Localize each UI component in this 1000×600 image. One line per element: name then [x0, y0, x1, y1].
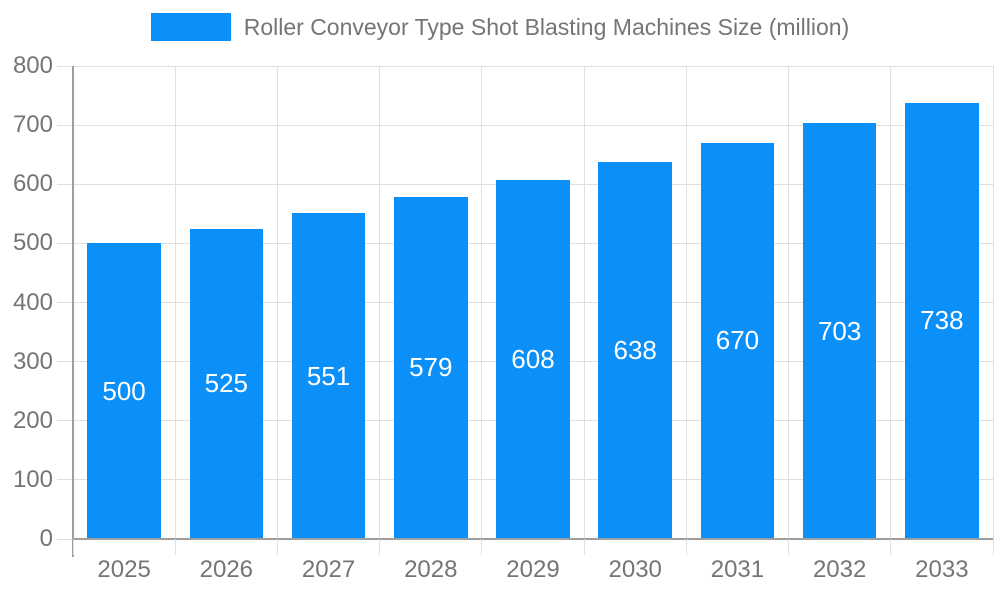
x-gridline	[583, 66, 585, 539]
x-gridline	[481, 66, 483, 539]
x-tick-label: 2033	[915, 556, 969, 583]
y-tick-label: 0	[39, 525, 53, 552]
y-tick-label: 700	[12, 111, 53, 139]
x-tick-label: 2027	[301, 556, 356, 583]
bar-value-label: 703	[817, 315, 862, 346]
bar: 579	[393, 196, 468, 539]
bar: 670	[700, 142, 775, 539]
y-tick-mark	[57, 479, 72, 481]
bar-value-label: 608	[511, 343, 555, 374]
bar-value-label: 500	[102, 375, 146, 406]
x-tick-mark	[481, 539, 483, 555]
y-tick-mark	[57, 124, 72, 126]
y-tick-mark	[57, 183, 72, 185]
x-tick-mark	[174, 539, 176, 555]
bar: 608	[496, 179, 570, 539]
y-tick-label: 100	[12, 465, 53, 493]
x-tick-label: 2030	[608, 556, 662, 583]
legend-swatch	[150, 13, 231, 41]
x-tick-label: 2026	[199, 556, 254, 583]
y-tick-label: 600	[12, 170, 53, 198]
x-tick-label: 2028	[404, 556, 458, 583]
bar-value-label: 670	[715, 325, 760, 356]
y-gridline	[73, 124, 993, 126]
x-axis-line	[72, 538, 993, 540]
x-tick-label: 2031	[710, 556, 765, 583]
x-tick-mark	[379, 539, 381, 555]
y-tick-label: 400	[12, 288, 53, 316]
bar: 638	[598, 161, 673, 539]
bar-value-label: 525	[204, 368, 249, 399]
x-gridline	[890, 66, 892, 539]
y-tick-mark	[57, 361, 72, 363]
legend-label: Roller Conveyor Type Shot Blasting Machi…	[243, 13, 850, 40]
y-tick-label: 500	[12, 229, 53, 257]
y-tick-label: 200	[12, 406, 53, 434]
x-tick-mark	[992, 539, 994, 555]
y-axis-line	[72, 66, 74, 557]
bar: 525	[189, 228, 264, 539]
x-gridline	[788, 66, 790, 539]
y-gridline	[73, 65, 993, 67]
x-tick-mark	[72, 539, 74, 555]
x-tick-mark	[685, 539, 687, 555]
bar-value-label: 638	[613, 334, 657, 365]
y-tick-mark	[57, 65, 72, 67]
bar: 551	[291, 213, 366, 539]
y-tick-mark	[57, 538, 72, 540]
bar-value-label: 551	[306, 360, 351, 391]
x-gridline	[685, 66, 687, 539]
y-tick-mark	[57, 420, 72, 422]
x-gridline	[379, 66, 381, 539]
plot-area: 500 525 551 579 608 638 670 703 738	[73, 65, 994, 539]
x-tick-mark	[583, 539, 585, 555]
bar-value-label: 738	[920, 305, 964, 336]
x-tick-label: 2025	[97, 556, 151, 583]
x-gridline	[276, 66, 278, 539]
x-tick-label: 2029	[506, 556, 560, 583]
x-gridline	[992, 66, 994, 539]
legend[interactable]: Roller Conveyor Type Shot Blasting Machi…	[0, 13, 1000, 41]
y-tick-mark	[57, 302, 72, 303]
y-tick-label: 300	[12, 347, 53, 375]
x-tick-mark	[276, 539, 278, 555]
bar: 703	[802, 123, 877, 539]
x-tick-mark	[890, 539, 892, 555]
x-tick-label: 2032	[812, 556, 867, 583]
x-tick-mark	[788, 539, 790, 555]
x-gridline	[174, 66, 176, 539]
y-tick-label: 800	[12, 52, 53, 79]
bar: 738	[905, 102, 979, 539]
y-tick-mark	[57, 242, 72, 244]
bar-value-label: 579	[409, 352, 453, 383]
bar: 500	[87, 243, 161, 539]
